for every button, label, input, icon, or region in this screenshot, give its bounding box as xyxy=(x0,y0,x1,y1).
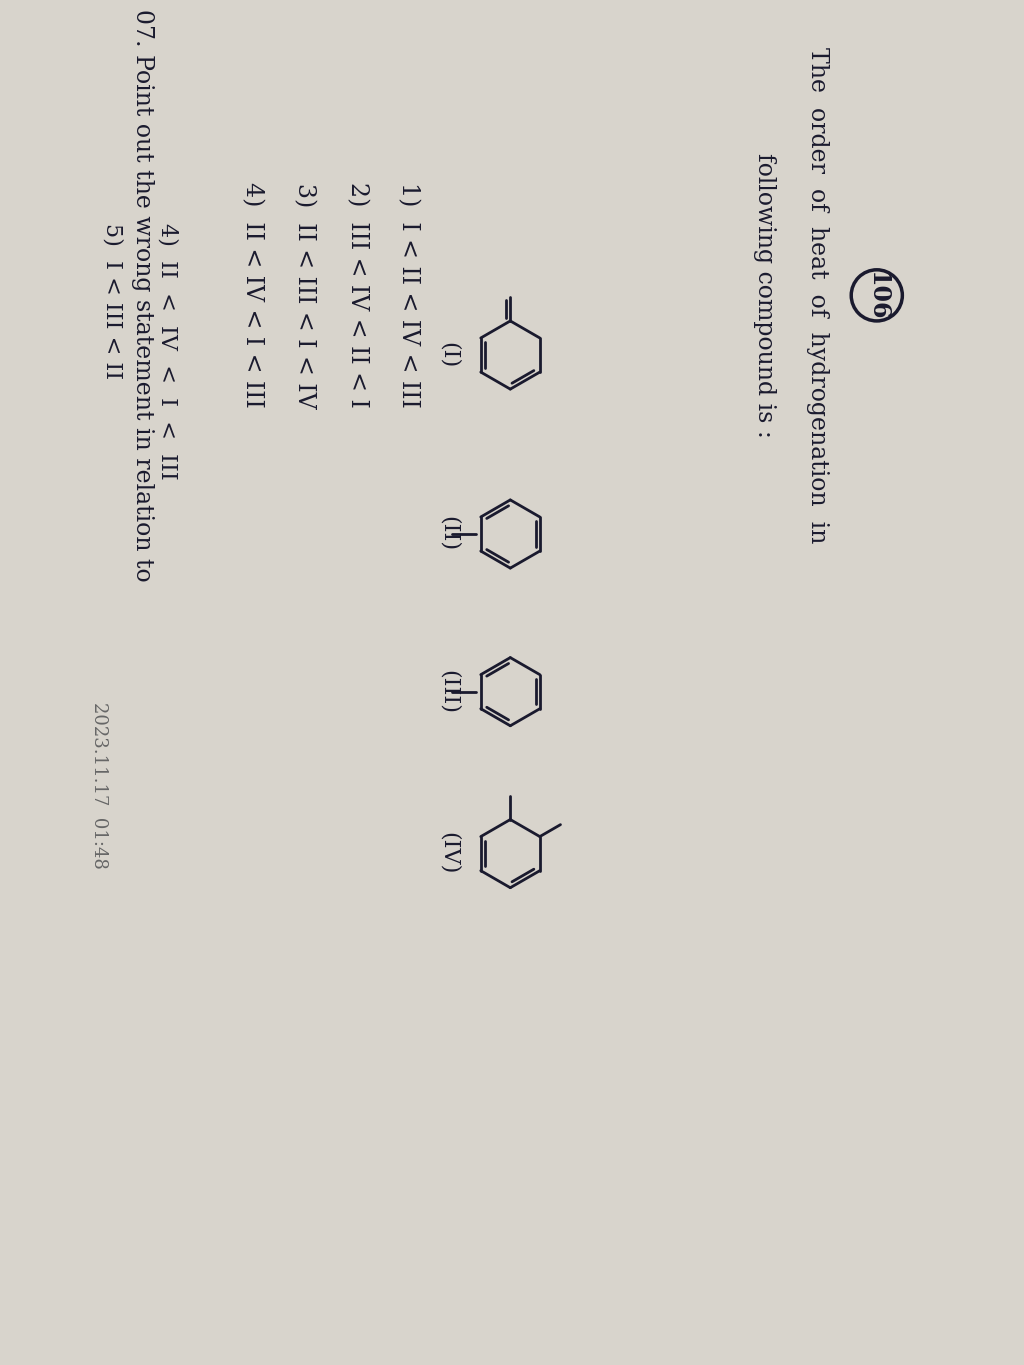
Text: 07. Point out the wrong statement in relation to: 07. Point out the wrong statement in rel… xyxy=(131,10,154,581)
Text: (III): (III) xyxy=(438,670,460,714)
Text: (I): (I) xyxy=(438,341,460,369)
Text: 5)  I < III < II: 5) I < III < II xyxy=(101,222,123,379)
Text: 4)  II  <  IV  <  I  <  III: 4) II < IV < I < III xyxy=(157,222,178,479)
Text: 2023.11.17  01:48: 2023.11.17 01:48 xyxy=(90,702,109,870)
Text: 4)  II < IV < I < III: 4) II < IV < I < III xyxy=(241,183,263,408)
Text: 106: 106 xyxy=(865,270,889,321)
Text: The  order  of  heat  of  hydrogenation  in: The order of heat of hydrogenation in xyxy=(806,48,828,543)
Text: (II): (II) xyxy=(438,516,460,551)
Text: following compound is :: following compound is : xyxy=(753,153,776,438)
Text: 3)  II < III < I < IV: 3) II < III < I < IV xyxy=(293,183,315,408)
Text: 2)  III < IV < II < I: 2) III < IV < II < I xyxy=(345,183,369,408)
Text: (IV): (IV) xyxy=(438,833,460,875)
Text: 1)  I < II < IV < III: 1) I < II < IV < III xyxy=(396,183,420,408)
